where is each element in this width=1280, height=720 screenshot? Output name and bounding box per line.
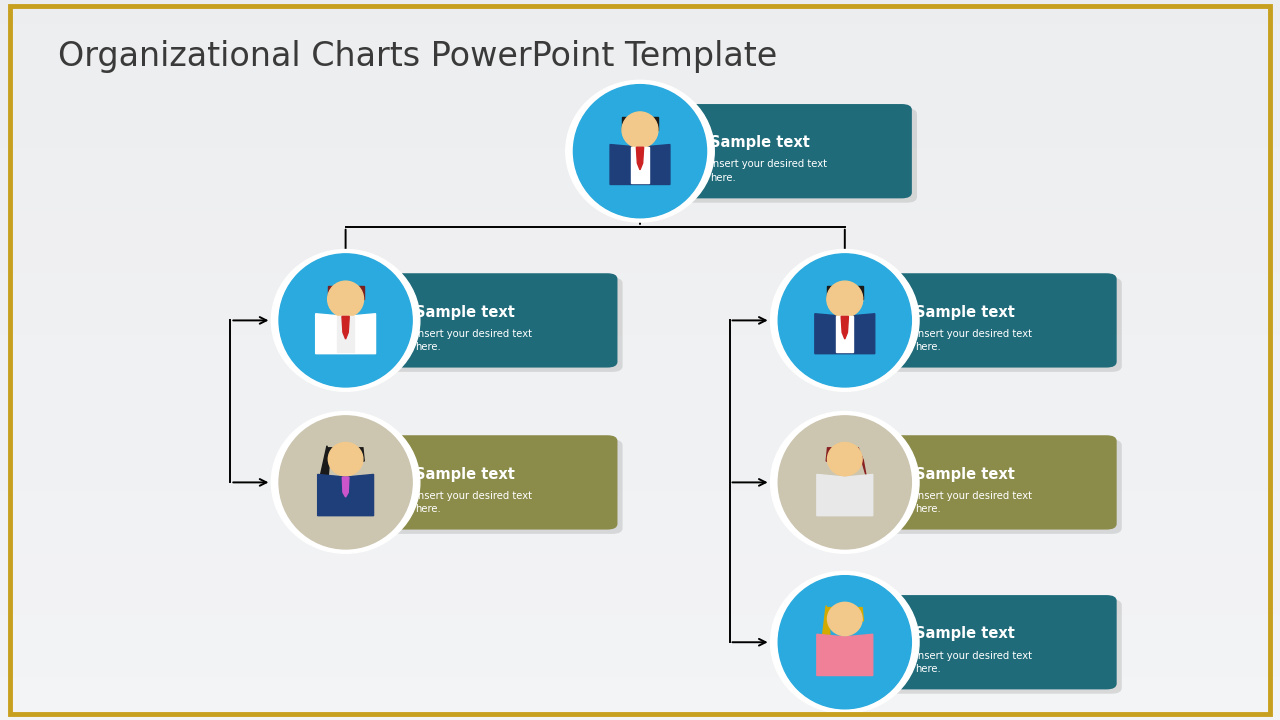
Ellipse shape xyxy=(778,416,911,549)
Polygon shape xyxy=(822,606,831,639)
Polygon shape xyxy=(328,286,364,299)
Text: Insert your desired text
here.: Insert your desired text here. xyxy=(416,491,532,514)
Polygon shape xyxy=(817,634,873,675)
Ellipse shape xyxy=(827,603,863,636)
Polygon shape xyxy=(342,316,349,339)
Text: Sample text: Sample text xyxy=(416,467,516,482)
Text: Sample text: Sample text xyxy=(915,305,1015,320)
Text: Organizational Charts PowerPoint Template: Organizational Charts PowerPoint Templat… xyxy=(58,40,777,73)
Polygon shape xyxy=(631,147,649,183)
Ellipse shape xyxy=(771,250,919,391)
Text: Sample text: Sample text xyxy=(416,305,516,320)
Text: Insert your desired text
here.: Insert your desired text here. xyxy=(710,159,827,183)
Text: Insert your desired text
here.: Insert your desired text here. xyxy=(915,328,1032,352)
Text: Insert your desired text
here.: Insert your desired text here. xyxy=(416,328,532,352)
Polygon shape xyxy=(826,608,864,621)
Ellipse shape xyxy=(279,416,412,549)
FancyBboxPatch shape xyxy=(819,439,1121,534)
Ellipse shape xyxy=(778,576,911,708)
FancyBboxPatch shape xyxy=(315,273,617,367)
Polygon shape xyxy=(611,145,669,184)
Ellipse shape xyxy=(271,412,420,553)
FancyBboxPatch shape xyxy=(609,104,911,198)
Polygon shape xyxy=(858,448,867,476)
Polygon shape xyxy=(317,474,374,516)
Polygon shape xyxy=(337,316,355,352)
Text: Insert your desired text
here.: Insert your desired text here. xyxy=(915,651,1032,674)
Polygon shape xyxy=(817,474,873,516)
Ellipse shape xyxy=(573,85,707,217)
Text: Insert your desired text
here.: Insert your desired text here. xyxy=(915,491,1032,514)
FancyBboxPatch shape xyxy=(320,277,622,372)
Ellipse shape xyxy=(778,254,911,387)
Ellipse shape xyxy=(328,281,364,317)
Polygon shape xyxy=(316,314,375,354)
Polygon shape xyxy=(826,448,864,461)
FancyBboxPatch shape xyxy=(814,435,1116,530)
FancyBboxPatch shape xyxy=(814,273,1116,367)
Ellipse shape xyxy=(827,443,863,476)
Ellipse shape xyxy=(771,572,919,713)
Text: Sample text: Sample text xyxy=(915,626,1015,642)
FancyBboxPatch shape xyxy=(819,599,1121,694)
Polygon shape xyxy=(622,117,658,130)
FancyBboxPatch shape xyxy=(614,108,916,202)
Ellipse shape xyxy=(279,254,412,387)
Polygon shape xyxy=(841,316,849,339)
FancyBboxPatch shape xyxy=(315,435,617,530)
Ellipse shape xyxy=(271,250,420,391)
Polygon shape xyxy=(320,446,330,476)
Polygon shape xyxy=(342,477,349,497)
Text: Sample text: Sample text xyxy=(710,135,810,150)
Polygon shape xyxy=(815,314,874,354)
Polygon shape xyxy=(636,147,644,170)
Ellipse shape xyxy=(622,112,658,148)
FancyBboxPatch shape xyxy=(814,595,1116,690)
Ellipse shape xyxy=(566,81,714,222)
Ellipse shape xyxy=(827,281,863,317)
FancyBboxPatch shape xyxy=(320,439,622,534)
Polygon shape xyxy=(827,286,863,299)
Polygon shape xyxy=(836,316,854,352)
Polygon shape xyxy=(326,448,365,461)
Text: Sample text: Sample text xyxy=(915,467,1015,482)
Ellipse shape xyxy=(771,412,919,553)
Ellipse shape xyxy=(328,443,364,476)
FancyBboxPatch shape xyxy=(819,277,1121,372)
